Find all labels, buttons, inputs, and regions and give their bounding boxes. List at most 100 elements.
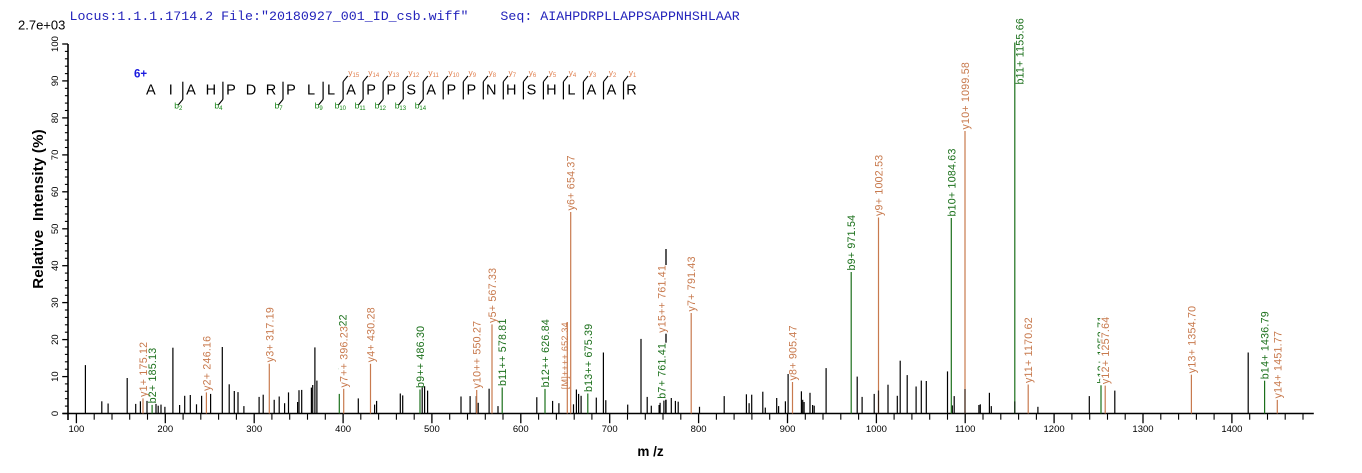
svg-text:b10: b10 [335,101,347,113]
svg-text:P: P [286,83,296,99]
svg-text:H: H [206,83,216,99]
svg-text:Relative Intensity (%): Relative Intensity (%) [30,129,47,289]
svg-text:m /z: m /z [637,444,664,459]
svg-text:10: 10 [50,371,61,382]
svg-text:y1+ 175.12: y1+ 175.12 [138,342,150,397]
svg-text:y3+ 317.19: y3+ 317.19 [264,307,276,362]
svg-text:y15: y15 [348,68,360,80]
svg-text:y13: y13 [388,68,400,80]
svg-text:y7+ 791.43: y7+ 791.43 [686,256,698,311]
svg-text:40: 40 [50,260,61,271]
svg-text:A: A [186,83,196,99]
svg-text:y11+ 1170.62: y11+ 1170.62 [1023,317,1035,383]
svg-text:20: 20 [50,334,61,345]
svg-text:100: 100 [50,36,61,52]
svg-text:S: S [406,83,416,99]
svg-text:L: L [567,83,575,99]
svg-text:400: 400 [335,424,351,435]
svg-text:y4+ 430.28: y4+ 430.28 [366,307,378,362]
svg-text:1100: 1100 [955,424,975,435]
svg-text:y10+ 1099.58: y10+ 1099.58 [960,62,972,130]
svg-text:L: L [307,83,315,99]
svg-text:500: 500 [424,424,440,435]
svg-text:700: 700 [602,424,618,435]
svg-text:b12++ 626.84: b12++ 626.84 [540,319,552,387]
svg-text:y1: y1 [629,68,637,80]
svg-text:0: 0 [50,411,61,416]
svg-text:1200: 1200 [1044,424,1065,435]
svg-text:y12+ 1257.64: y12+ 1257.64 [1100,317,1112,385]
svg-text:R: R [266,83,276,99]
svg-text:y8: y8 [489,68,497,80]
svg-text:1300: 1300 [1132,424,1153,435]
svg-text:D: D [246,83,256,99]
svg-text:y3: y3 [589,68,597,80]
svg-text:y7++ 396.23: y7++ 396.23 [339,326,351,388]
svg-text:y5: y5 [549,68,557,80]
svg-text:b4: b4 [214,101,223,113]
svg-text:P: P [386,83,396,99]
svg-text:b13: b13 [395,101,407,113]
svg-text:b7: b7 [275,101,284,113]
svg-text:800: 800 [691,424,707,435]
svg-text:L: L [327,83,335,99]
svg-text:H: H [546,83,556,99]
svg-text:600: 600 [513,424,529,435]
svg-text:b9+ 971.54: b9+ 971.54 [846,215,858,271]
svg-text:P: P [366,83,376,99]
svg-text:y10++ 550.27: y10++ 550.27 [472,321,484,389]
svg-text:y12: y12 [408,68,420,80]
svg-text:R: R [626,83,636,99]
svg-text:1000: 1000 [866,424,887,435]
svg-text:b2+ 185.13: b2+ 185.13 [147,348,159,404]
svg-text:Locus:1.1.1.1714.2 File:"20180: Locus:1.1.1.1714.2 File:"20180927_001_ID… [70,9,740,24]
svg-text:b11++ 578.81: b11++ 578.81 [497,318,509,386]
svg-text:100: 100 [68,424,84,435]
svg-text:A: A [426,83,436,99]
svg-text:H: H [506,83,516,99]
svg-text:1400: 1400 [1221,424,1242,435]
svg-text:y10: y10 [448,68,460,80]
svg-text:b11: b11 [355,101,367,113]
svg-text:y8+ 905.47: y8+ 905.47 [788,325,800,380]
svg-text:y11: y11 [428,68,439,80]
svg-text:A: A [346,83,356,99]
svg-text:900: 900 [780,424,796,435]
svg-text:y9+ 1002.53: y9+ 1002.53 [874,155,886,216]
svg-text:70: 70 [50,150,61,161]
svg-text:2.7e+03: 2.7e+03 [18,18,65,33]
svg-text:A: A [607,83,617,99]
svg-text:60: 60 [50,187,61,198]
svg-text:200: 200 [157,424,173,435]
svg-text:[M]++++ 652.34: [M]++++ 652.34 [560,322,570,389]
svg-text:300: 300 [246,424,262,435]
svg-text:y6+ 654.37: y6+ 654.37 [566,155,578,210]
svg-text:b7+ 761.41: b7+ 761.41 [657,343,669,399]
svg-text:A: A [587,83,597,99]
svg-text:y13+ 1354.70: y13+ 1354.70 [1186,306,1198,374]
svg-text:y14+ 1451.77: y14+ 1451.77 [1272,331,1284,399]
svg-text:b9: b9 [315,101,324,113]
svg-text:30: 30 [50,297,61,308]
svg-text:N: N [486,83,496,99]
svg-text:y6: y6 [529,68,537,80]
svg-text:y9: y9 [469,68,477,80]
svg-text:6+: 6+ [134,69,147,81]
svg-text:y4: y4 [569,68,577,80]
svg-text:y14: y14 [368,68,380,80]
svg-text:b14+ 1436.79: b14+ 1436.79 [1260,311,1272,379]
svg-text:y15++ 761.41: y15++ 761.41 [657,265,669,333]
svg-text:b13++ 675.39: b13++ 675.39 [583,324,595,392]
svg-text:b10+ 1084.63: b10+ 1084.63 [946,148,958,216]
svg-text:y7: y7 [509,68,517,80]
svg-text:b11+ 1155.66: b11+ 1155.66 [1015,18,1027,85]
svg-text:y2+ 246.16: y2+ 246.16 [201,336,213,391]
svg-text:A: A [146,83,156,99]
svg-text:b12: b12 [375,101,387,113]
svg-text:P: P [226,83,236,99]
svg-text:y5+ 567.33: y5+ 567.33 [487,268,499,323]
svg-text:S: S [527,83,537,99]
svg-text:50: 50 [50,224,61,235]
svg-text:b2: b2 [174,101,183,113]
svg-text:I: I [169,83,173,99]
